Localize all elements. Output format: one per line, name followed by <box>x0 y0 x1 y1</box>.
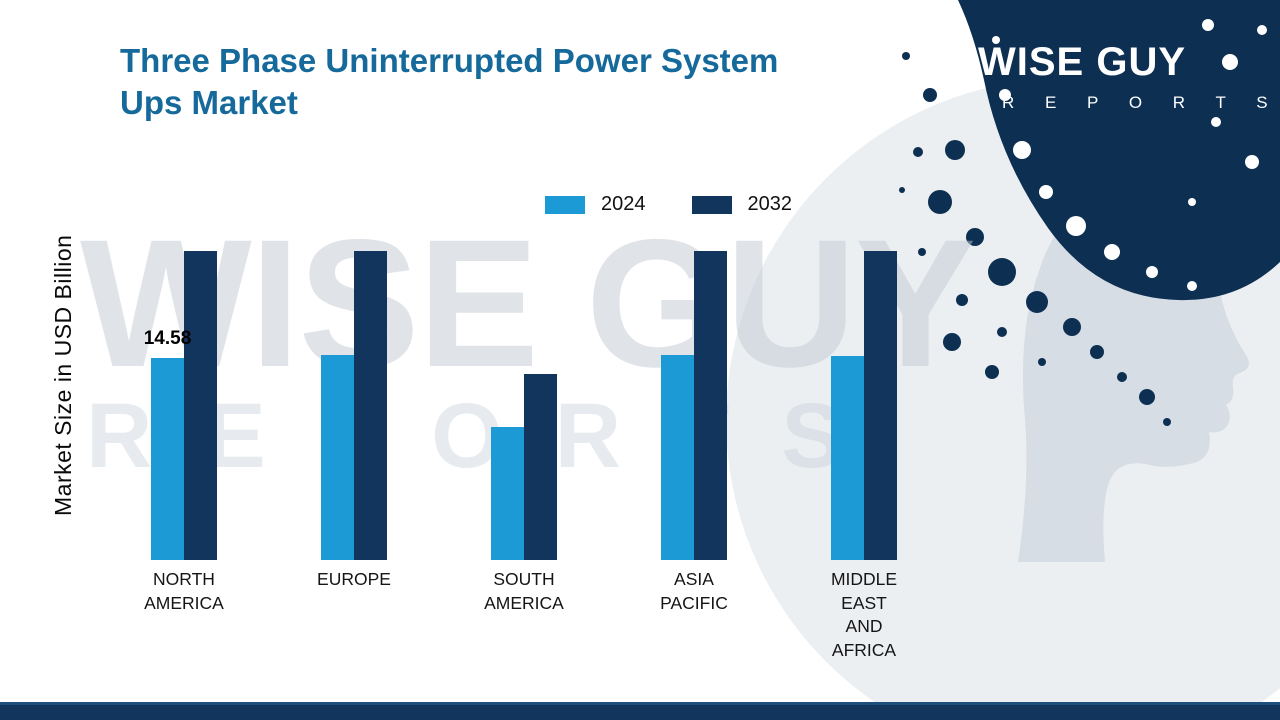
legend-item-2024: 2024 <box>545 193 646 216</box>
category-label-middle-east-and-africa: MIDDLE EAST AND AFRICA <box>830 569 898 660</box>
category-label-south-america: SOUTH AMERICA <box>484 569 564 613</box>
bar-2024-middle-east-and-africa <box>831 356 864 560</box>
legend-swatch-2032 <box>691 195 732 214</box>
bar-2032-north-america <box>184 251 217 560</box>
brand-logo-subtitle: R E P O R T S <box>1002 93 1280 112</box>
y-axis-label: Market Size in USD Billion <box>50 234 76 516</box>
category-label-north-america: NORTH AMERICA <box>144 569 224 613</box>
legend-label-2024: 2024 <box>601 193 646 215</box>
legend-swatch-2024 <box>545 195 585 214</box>
bar-2032-south-america <box>524 374 557 560</box>
category-label-asia-pacific: ASIA PACIFIC <box>660 569 728 613</box>
chart-legend: 2024 2032 <box>545 193 792 216</box>
brand-logo: WISE GUY R E P O R T S <box>978 40 1280 113</box>
bar-2024-asia-pacific <box>661 355 694 560</box>
category-label-europe: EUROPE <box>317 569 391 589</box>
page-title: Three Phase Uninterrupted Power System U… <box>120 42 779 121</box>
legend-label-2032: 2032 <box>747 193 793 215</box>
bar-2032-middle-east-and-africa <box>864 251 897 560</box>
legend-item-2032: 2032 <box>691 193 793 216</box>
bar-2032-asia-pacific <box>694 251 727 560</box>
footer-strip <box>0 702 1280 720</box>
bar-2032-europe <box>354 251 387 560</box>
bar-value-label: 14.58 <box>143 328 192 349</box>
bar-2024-europe <box>321 355 354 560</box>
brand-logo-name: WISE GUY <box>978 40 1187 84</box>
bar-2024-north-america <box>151 358 184 560</box>
bar-2024-south-america <box>491 427 524 560</box>
